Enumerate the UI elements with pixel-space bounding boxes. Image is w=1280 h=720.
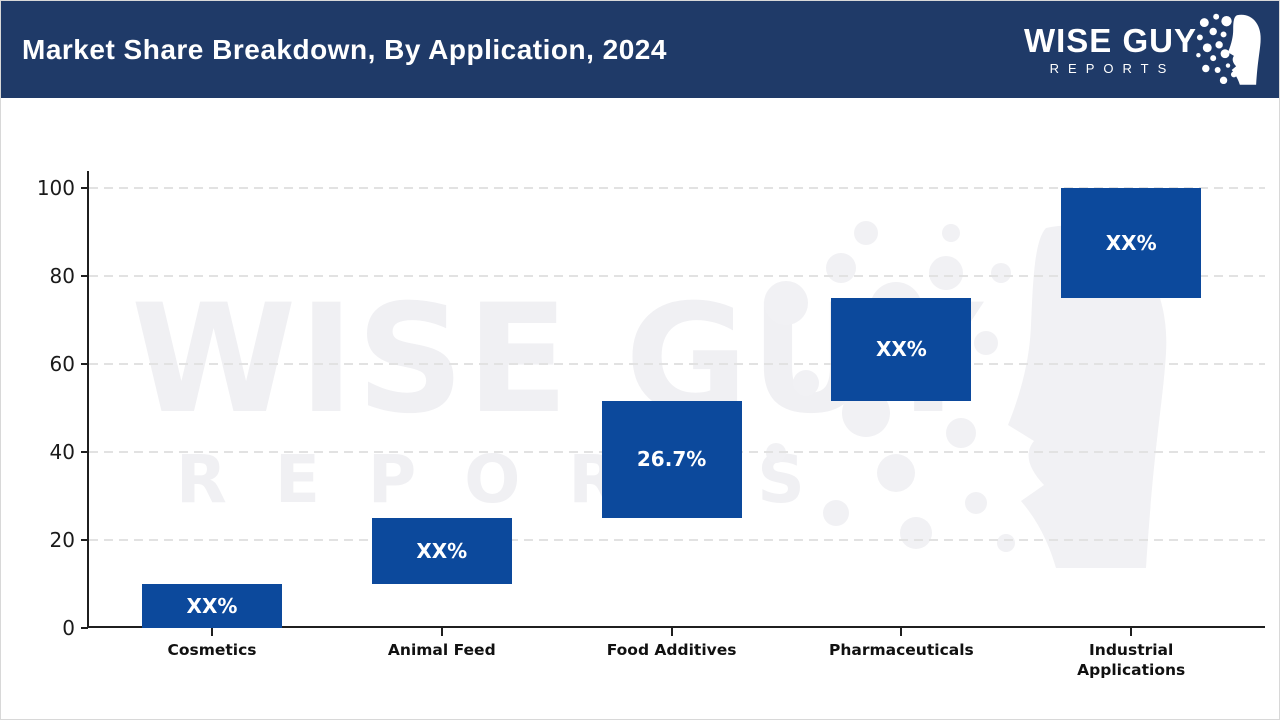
x-axis-line (87, 626, 1265, 628)
gridline-60 (89, 363, 1265, 365)
y-tick-60 (81, 363, 88, 365)
y-tick-0 (81, 627, 88, 629)
x-axis-label-cosmetics: Cosmetics (167, 641, 257, 659)
bar-food-additives: 26.7% (601, 400, 742, 518)
gridline-100 (89, 187, 1265, 189)
wiseguy-logo-line2: REPORTS (1049, 61, 1176, 76)
page-title: Market Share Breakdown, By Application, … (22, 33, 667, 65)
y-tick-label-40: 40 (49, 440, 75, 464)
wiseguy-logo-line1: WISE GUY (1023, 22, 1197, 59)
bar-value-label-cosmetics: XX% (186, 594, 238, 618)
y-tick-20 (81, 539, 88, 541)
wiseguy-face-icon (1196, 13, 1261, 85)
y-tick-label-80: 80 (49, 264, 75, 288)
bar-value-label-animal-feed: XX% (416, 539, 468, 563)
y-tick-label-20: 20 (49, 528, 75, 552)
y-tick-80 (81, 275, 88, 277)
x-tick-cosmetics (211, 628, 213, 636)
bar-value-label-industrial-applications: XX% (1105, 231, 1157, 255)
y-tick-100 (81, 187, 88, 189)
y-tick-label-0: 0 (62, 616, 75, 640)
bar-cosmetics: XX% (142, 584, 282, 628)
x-tick-pharmaceuticals (900, 628, 903, 636)
wiseguy-logo-text: WISE GUY REPORTS (1023, 22, 1197, 77)
y-axis-line (87, 171, 89, 628)
bar-value-label-pharmaceuticals: XX% (875, 337, 927, 362)
x-axis-label-industrial-applications: Industrial Applications (1077, 641, 1186, 679)
x-tick-animal-feed (440, 628, 443, 636)
y-tick-label-60: 60 (49, 352, 75, 376)
wiseguy-logo: WISE GUY REPORTS (1024, 7, 1265, 93)
gridline-20 (89, 539, 1265, 541)
x-axis-label-food-additives: Food Additives (606, 641, 737, 659)
y-tick-label-100: 100 (36, 176, 75, 200)
bar-animal-feed: XX% (371, 518, 512, 584)
gridline-80 (89, 275, 1265, 277)
y-tick-40 (81, 451, 88, 453)
x-tick-food-additives (670, 628, 673, 636)
x-axis-label-pharmaceuticals: Pharmaceuticals (829, 641, 974, 659)
waterfall-chart: 0 20 40 60 80 100 XX% Cosmetics XX% Animal Feed 26… (1, 98, 1279, 719)
bar-industrial-applications: XX% (1061, 188, 1202, 298)
bar-value-label-food-additives: 26.7% (636, 447, 707, 472)
header-bar: Market Share Breakdown, By Application, … (1, 1, 1279, 98)
x-tick-industrial-applications (1130, 628, 1133, 636)
bar-pharmaceuticals: XX% (831, 298, 972, 401)
x-axis-label-animal-feed: Animal Feed (387, 641, 496, 659)
